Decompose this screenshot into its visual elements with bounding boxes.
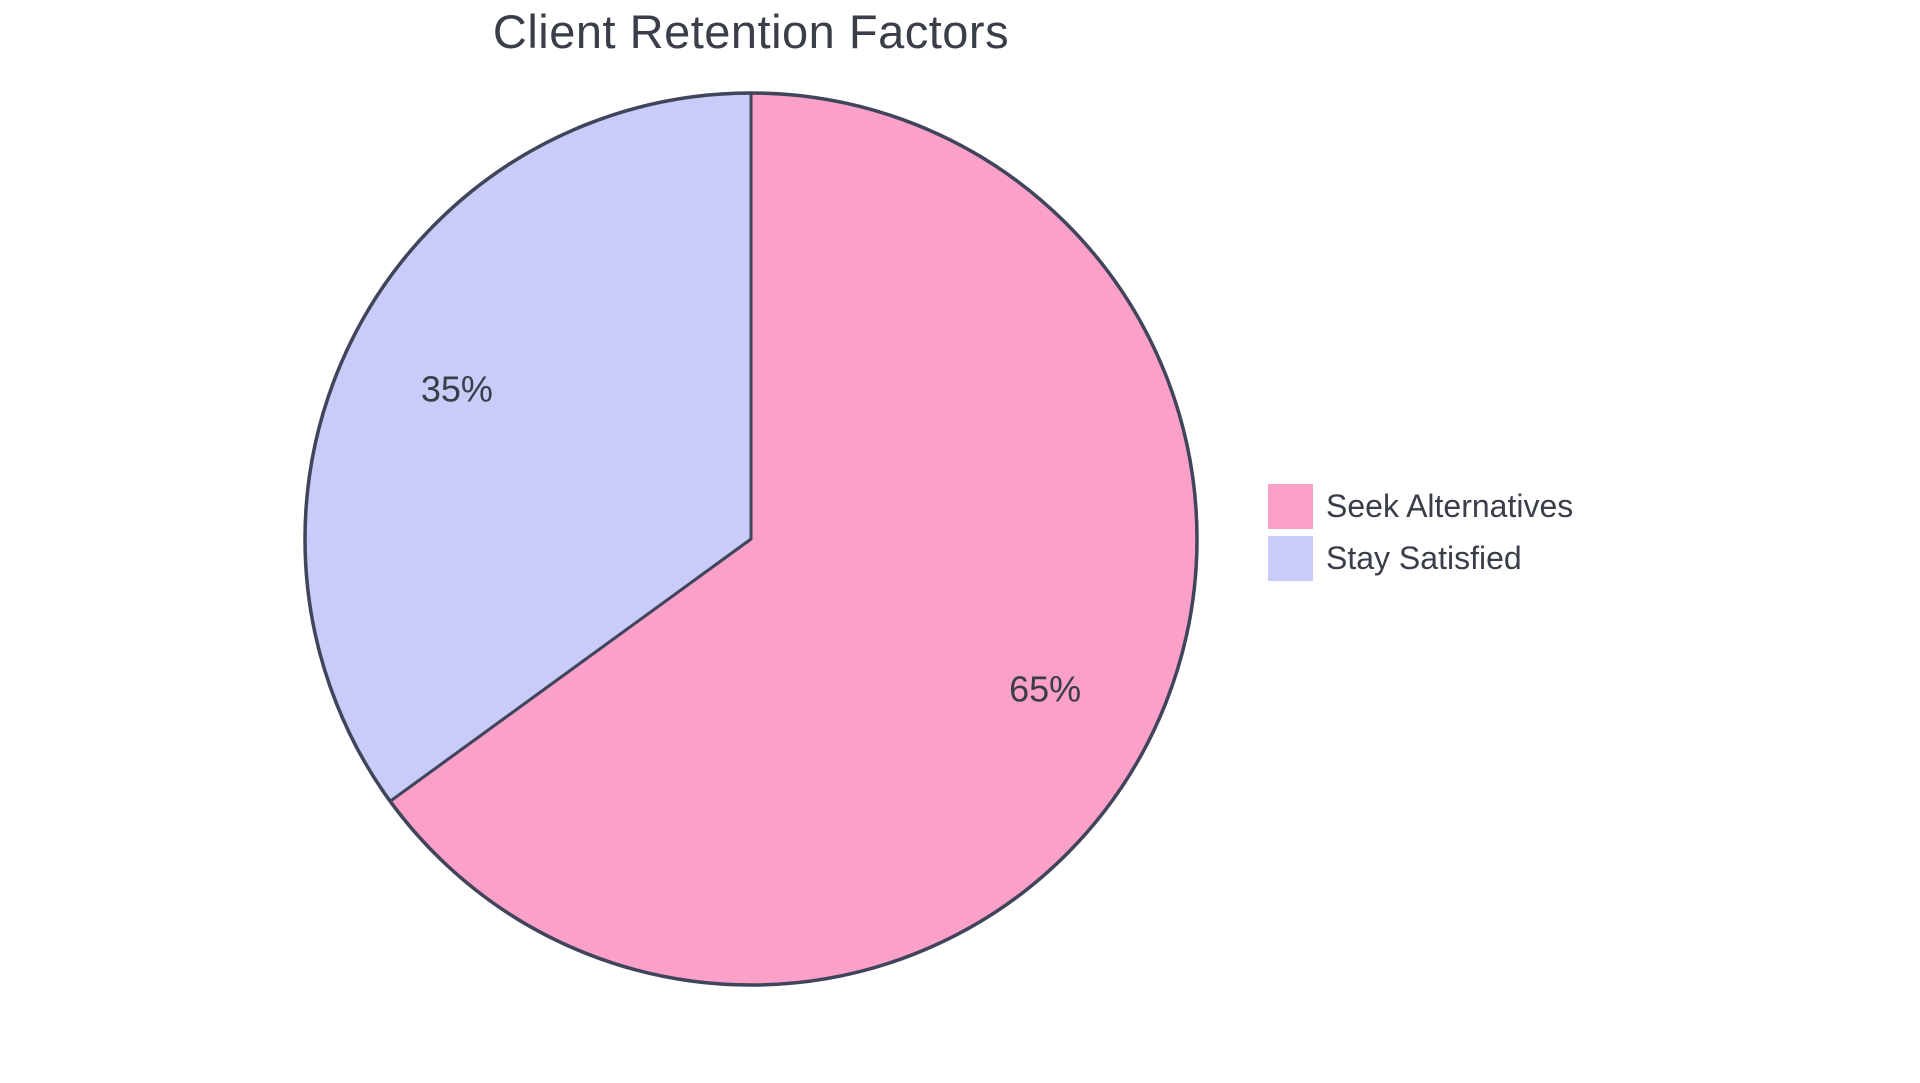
legend-swatch — [1268, 484, 1313, 529]
legend-label: Stay Satisfied — [1326, 540, 1522, 576]
slice-percent-label-seek-alternatives: 65% — [1009, 668, 1081, 709]
legend-swatch — [1268, 536, 1313, 581]
legend-item-stay-satisfied: Stay Satisfied — [1268, 536, 1573, 581]
legend-label: Seek Alternatives — [1326, 488, 1574, 524]
slice-percent-label-stay-satisfied: 35% — [421, 369, 493, 410]
legend: Seek Alternatives Stay Satisfied — [1268, 484, 1573, 581]
pie-outline — [303, 91, 1199, 987]
chart-title: Client Retention Factors — [492, 5, 1010, 58]
legend-item-seek-alternatives: Seek Alternatives — [1268, 484, 1573, 529]
